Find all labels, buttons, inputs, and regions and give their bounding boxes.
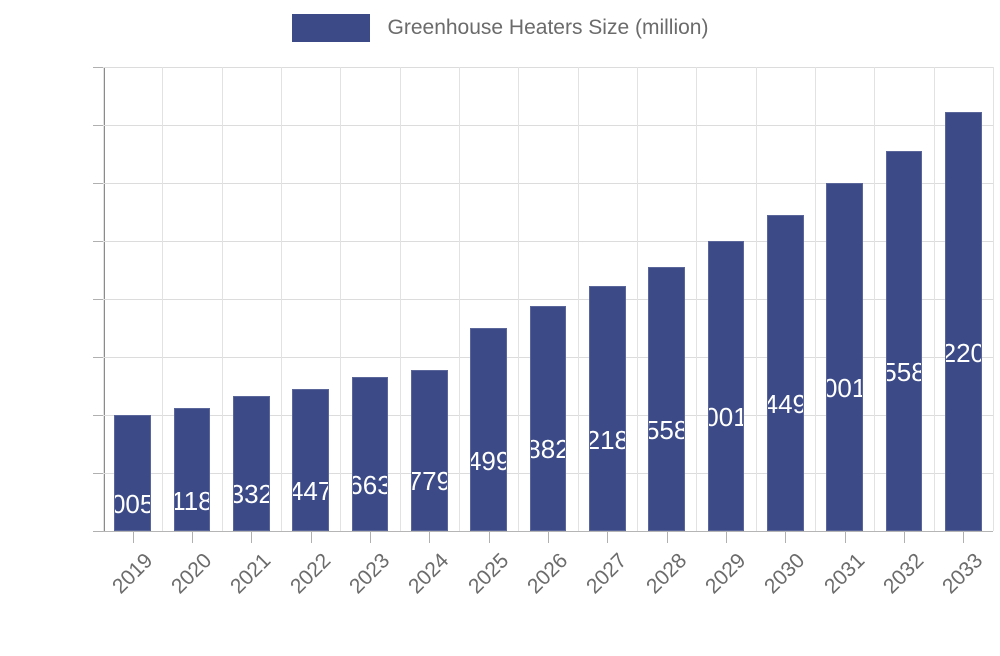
bar[interactable]: 60010 (826, 182, 864, 531)
vertical-gridline (637, 67, 638, 531)
x-axis-tick-mark (666, 532, 668, 543)
x-axis-tick-mark (904, 532, 905, 543)
gridline (103, 125, 993, 126)
x-axis-tick-mark (607, 532, 609, 543)
bar-value-label: 38825 (531, 434, 566, 465)
y-axis-tick-mark (93, 67, 103, 68)
bar-value-label: 34999 (471, 445, 506, 476)
vertical-gridline (756, 67, 757, 531)
x-axis-tick-mark (844, 532, 846, 543)
bar[interactable]: 50015 (707, 240, 745, 531)
x-axis-tick-mark (310, 532, 312, 543)
bar[interactable]: 65580 (885, 150, 923, 531)
x-axis-tick-mark (132, 532, 134, 543)
x-axis-tick-mark (548, 532, 549, 543)
bar[interactable]: 26630 (351, 376, 389, 531)
vertical-gridline (874, 67, 875, 531)
bar-value-label: 54490 (768, 388, 803, 419)
vertical-gridline (578, 67, 579, 531)
x-axis-tick-mark (370, 532, 371, 543)
bar[interactable]: 38825 (529, 305, 567, 531)
bar[interactable]: 45580 (648, 266, 686, 531)
vertical-gridline (103, 67, 104, 531)
gridline (103, 67, 993, 68)
vertical-gridline (518, 67, 519, 531)
x-axis-tick-mark (963, 532, 965, 543)
bar-value-label: 72205 (946, 337, 981, 368)
bar[interactable]: 42185 (588, 286, 626, 531)
bar[interactable]: 72205 (944, 112, 982, 531)
legend-item-greenhouse-heaters-size[interactable]: Greenhouse Heaters Size (million) (291, 14, 709, 42)
bar-value-label: 65580 (887, 356, 922, 387)
vertical-gridline (222, 67, 223, 531)
vertical-gridline (340, 67, 341, 531)
gridline (103, 183, 993, 184)
bar[interactable]: 24470 (292, 389, 330, 531)
x-axis-tick-mark (251, 532, 253, 543)
x-axis-tick-mark (192, 532, 193, 543)
bar-value-label: 20050 (115, 488, 150, 519)
y-axis-tick-mark (93, 415, 103, 416)
y-axis-tick-mark (93, 241, 103, 242)
x-axis-tick-mark (488, 532, 490, 543)
vertical-gridline (400, 67, 401, 531)
chart-legend: Greenhouse Heaters Size (million) (0, 14, 1000, 42)
bar[interactable]: 27790 (410, 369, 448, 531)
gridline (103, 299, 993, 300)
vertical-gridline (993, 67, 994, 531)
y-axis-tick-mark (93, 183, 103, 184)
x-axis-tick-mark (726, 532, 727, 543)
vertical-gridline (815, 67, 816, 531)
legend-swatch-icon (291, 14, 370, 42)
gridline (103, 531, 993, 532)
plot-area: 20050 21180 23320 24470 26630 27790 34999 38825… (103, 67, 994, 532)
y-axis-tick-mark (93, 125, 103, 126)
bar-value-label: 42185 (590, 424, 625, 455)
vertical-gridline (696, 67, 697, 531)
x-axis-tick-mark (429, 532, 431, 543)
x-axis-tick-mark (785, 532, 787, 543)
y-axis-tick-mark (93, 473, 103, 474)
bar-value-label: 60010 (827, 372, 862, 403)
vertical-gridline (934, 67, 935, 531)
bar[interactable]: 34999 (470, 328, 508, 531)
bar[interactable]: 20050 (114, 414, 152, 531)
gridline (103, 241, 993, 242)
bar-chart: Greenhouse Heaters Size (million) 200502… (0, 14, 1000, 598)
bar-value-label: 23320 (234, 479, 269, 510)
bar[interactable]: 23320 (232, 395, 270, 531)
bar-value-label: 26630 (353, 469, 388, 500)
vertical-gridline (162, 67, 163, 531)
bars-layer: 20050 21180 23320 24470 26630 27790 34999 38825… (103, 67, 993, 531)
bar[interactable]: 21180 (173, 408, 211, 531)
bar[interactable]: 54490 (766, 214, 804, 531)
bar-value-label: 27790 (412, 466, 447, 497)
bar-value-label: 45580 (649, 414, 684, 445)
vertical-gridline (281, 67, 282, 531)
bar-value-label: 50015 (709, 401, 744, 432)
y-axis-tick-mark (93, 531, 103, 532)
legend-item-label: Greenhouse Heaters Size (million) (387, 16, 709, 39)
bar-value-label: 21180 (175, 485, 210, 516)
bar-value-label: 24470 (293, 476, 328, 507)
y-axis-tick-mark (93, 357, 103, 358)
vertical-gridline (459, 67, 460, 531)
y-axis-tick-mark (93, 299, 103, 300)
